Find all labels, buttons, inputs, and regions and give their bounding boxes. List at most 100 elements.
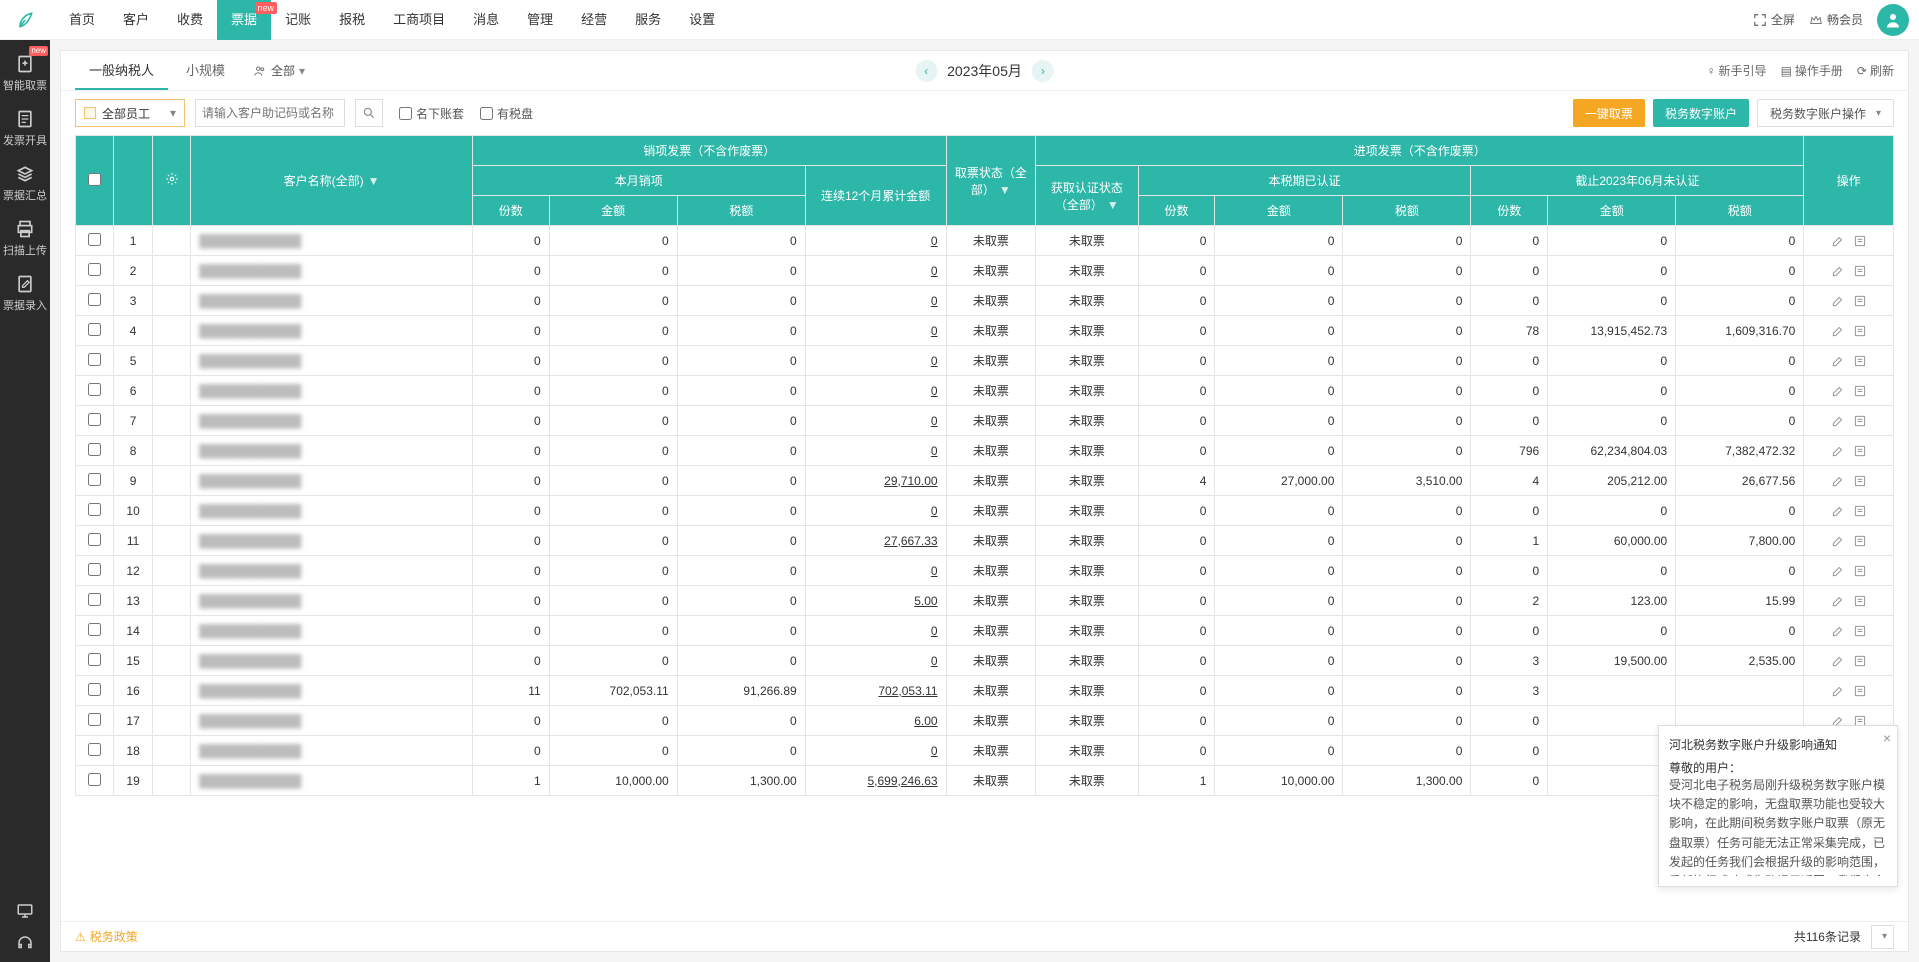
row-checkbox[interactable] [76, 496, 114, 526]
cum-amount[interactable]: 0 [805, 496, 946, 526]
cum-amount[interactable]: 0 [805, 226, 946, 256]
row-checkbox[interactable] [76, 316, 114, 346]
nav-item-9[interactable]: 经营 [567, 0, 621, 40]
tab-1[interactable]: 小规模 [172, 52, 239, 90]
cum-amount[interactable]: 0 [805, 316, 946, 346]
customer-header[interactable]: 客户名称(全部)▼ [191, 136, 473, 226]
tab-0[interactable]: 一般纳税人 [75, 52, 168, 90]
nav-item-7[interactable]: 消息 [459, 0, 513, 40]
nav-item-1[interactable]: 客户 [109, 0, 163, 40]
detail-icon[interactable] [1853, 594, 1867, 608]
row-checkbox[interactable] [76, 736, 114, 766]
nav-item-2[interactable]: 收费 [163, 0, 217, 40]
customer-cell[interactable]: ████████████ [191, 436, 473, 466]
page-size-select[interactable] [1871, 925, 1894, 949]
search-input[interactable] [202, 106, 338, 120]
row-checkbox[interactable] [76, 766, 114, 796]
scope-select[interactable]: 全部 ▾ [253, 62, 305, 79]
row-checkbox[interactable] [76, 436, 114, 466]
customer-cell[interactable]: ████████████ [191, 736, 473, 766]
edit-icon[interactable] [1831, 324, 1845, 338]
tax-account-button[interactable]: 税务数字账户 [1653, 99, 1749, 127]
sidebar-item-4[interactable]: 票据录入 [0, 266, 50, 321]
detail-icon[interactable] [1853, 564, 1867, 578]
nav-item-8[interactable]: 管理 [513, 0, 567, 40]
detail-icon[interactable] [1853, 534, 1867, 548]
gear-header[interactable] [152, 136, 190, 226]
detail-icon[interactable] [1853, 324, 1867, 338]
sidebar-item-0[interactable]: 智能取票new [0, 46, 50, 101]
edit-icon[interactable] [1831, 444, 1845, 458]
customer-cell[interactable]: ████████████ [191, 646, 473, 676]
edit-icon[interactable] [1831, 384, 1845, 398]
edit-icon[interactable] [1831, 234, 1845, 248]
cum-amount[interactable]: 0 [805, 556, 946, 586]
cum-amount[interactable]: 0 [805, 406, 946, 436]
refresh-link[interactable]: ⟳刷新 [1857, 62, 1894, 79]
customer-cell[interactable]: ████████████ [191, 316, 473, 346]
row-checkbox[interactable] [76, 466, 114, 496]
customer-cell[interactable]: ████████████ [191, 226, 473, 256]
cum-amount[interactable]: 5,699,246.63 [805, 766, 946, 796]
edit-icon[interactable] [1831, 294, 1845, 308]
customer-cell[interactable]: ████████████ [191, 376, 473, 406]
edit-icon[interactable] [1831, 414, 1845, 428]
cum-amount[interactable]: 29,710.00 [805, 466, 946, 496]
edit-icon[interactable] [1831, 684, 1845, 698]
cum-amount[interactable]: 0 [805, 616, 946, 646]
row-checkbox[interactable] [76, 286, 114, 316]
close-icon[interactable]: × [1883, 730, 1891, 746]
customer-cell[interactable]: ████████████ [191, 706, 473, 736]
customer-cell[interactable]: ████████████ [191, 346, 473, 376]
customer-cell[interactable]: ████████████ [191, 676, 473, 706]
cum-amount[interactable]: 0 [805, 256, 946, 286]
detail-icon[interactable] [1853, 444, 1867, 458]
edit-icon[interactable] [1831, 624, 1845, 638]
row-checkbox[interactable] [76, 586, 114, 616]
detail-icon[interactable] [1853, 624, 1867, 638]
cum-amount[interactable]: 0 [805, 376, 946, 406]
nav-item-4[interactable]: 记账 [271, 0, 325, 40]
customer-cell[interactable]: ████████████ [191, 766, 473, 796]
sidebar-item-1[interactable]: 发票开具 [0, 101, 50, 156]
nav-item-3[interactable]: 票据new [217, 0, 271, 40]
detail-icon[interactable] [1853, 234, 1867, 248]
cum-amount[interactable]: 0 [805, 286, 946, 316]
detail-icon[interactable] [1853, 294, 1867, 308]
row-checkbox[interactable] [76, 706, 114, 736]
edit-icon[interactable] [1831, 594, 1845, 608]
row-checkbox[interactable] [76, 226, 114, 256]
avatar[interactable] [1877, 4, 1909, 36]
tax-account-ops-button[interactable]: 税务数字账户操作 [1757, 99, 1894, 127]
cum-amount[interactable]: 702,053.11 [805, 676, 946, 706]
one-key-fetch-button[interactable]: 一键取票 [1573, 99, 1645, 127]
tax-policy-link[interactable]: ⚠ 税务政策 [75, 928, 138, 945]
detail-icon[interactable] [1853, 414, 1867, 428]
date-next-button[interactable]: › [1032, 60, 1054, 82]
edit-icon[interactable] [1831, 654, 1845, 668]
cum-amount[interactable]: 5.00 [805, 586, 946, 616]
customer-cell[interactable]: ████████████ [191, 616, 473, 646]
sidebar-item-3[interactable]: 扫描上传 [0, 211, 50, 266]
cum-amount[interactable]: 0 [805, 736, 946, 766]
row-checkbox[interactable] [76, 646, 114, 676]
row-checkbox[interactable] [76, 616, 114, 646]
ticket-status-header[interactable]: 取票状态（全部）▼ [946, 136, 1036, 226]
detail-icon[interactable] [1853, 354, 1867, 368]
customer-cell[interactable]: ████████████ [191, 286, 473, 316]
cum-amount[interactable]: 0 [805, 646, 946, 676]
row-checkbox[interactable] [76, 376, 114, 406]
detail-icon[interactable] [1853, 384, 1867, 398]
customer-cell[interactable]: ████████████ [191, 526, 473, 556]
logo[interactable] [10, 5, 40, 35]
detail-icon[interactable] [1853, 504, 1867, 518]
edit-icon[interactable] [1831, 504, 1845, 518]
edit-icon[interactable] [1831, 534, 1845, 548]
nav-item-0[interactable]: 首页 [55, 0, 109, 40]
edit-icon[interactable] [1831, 264, 1845, 278]
staff-select[interactable]: 全部员工 ▾ [75, 99, 185, 127]
customer-cell[interactable]: ████████████ [191, 556, 473, 586]
edit-icon[interactable] [1831, 354, 1845, 368]
nav-item-5[interactable]: 报税 [325, 0, 379, 40]
row-checkbox[interactable] [76, 346, 114, 376]
